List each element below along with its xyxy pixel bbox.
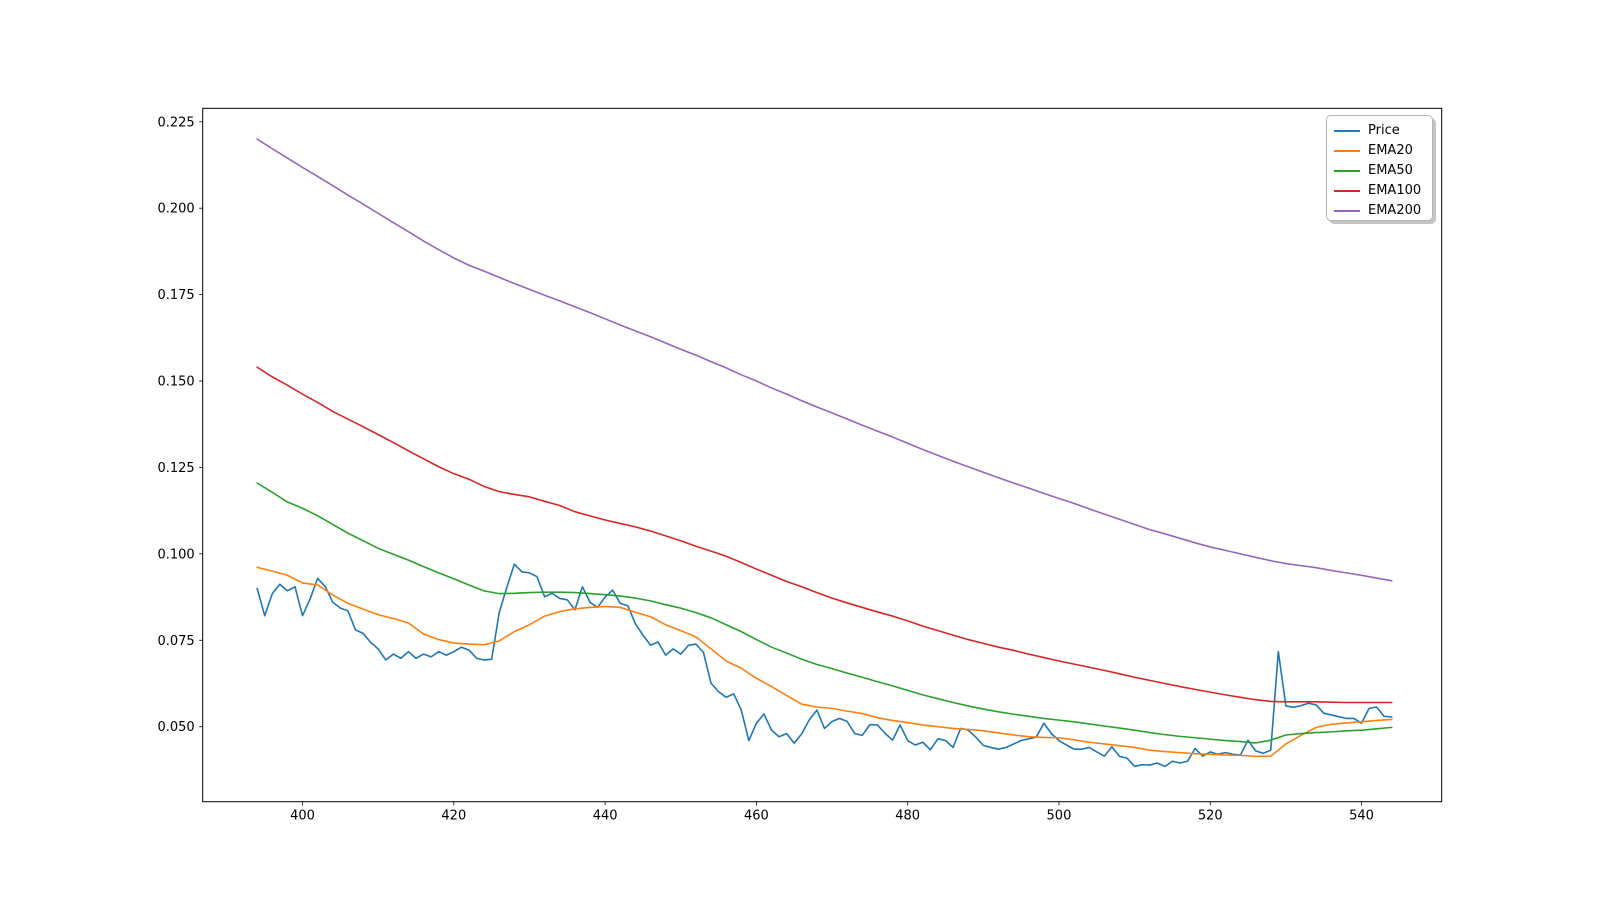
legend-line-swatch (1334, 210, 1360, 212)
legend-line-swatch (1334, 130, 1360, 132)
x-tick-label: 440 (593, 809, 618, 824)
x-tick-label: 480 (895, 809, 920, 824)
y-tick-label: 0.125 (157, 461, 194, 476)
plot-border (202, 107, 1443, 803)
y-tick-label: 0.175 (157, 288, 194, 303)
y-tick-label: 0.200 (157, 202, 194, 217)
legend-item-price: Price (1334, 121, 1423, 141)
legend-item-ema20: EMA20 (1334, 141, 1423, 161)
x-tick-label: 500 (1047, 809, 1072, 824)
legend-item-ema200: EMA200 (1334, 201, 1423, 221)
legend-line-swatch (1334, 170, 1360, 172)
legend-line-swatch (1334, 150, 1360, 152)
series-line-ema200 (256, 138, 1393, 582)
y-tick-label: 0.150 (157, 375, 194, 390)
series-line-ema50 (256, 482, 1393, 744)
chart-legend: Price EMA20 EMA50 EMA100 EMA200 (1326, 115, 1433, 221)
legend-label: EMA50 (1368, 163, 1413, 178)
legend-item-ema100: EMA100 (1334, 181, 1423, 201)
x-tick-label: 420 (441, 809, 466, 824)
legend-label: EMA20 (1368, 143, 1413, 158)
series-line-ema100 (256, 366, 1393, 704)
legend-label: EMA100 (1368, 183, 1422, 198)
y-tick-label: 0.075 (157, 634, 194, 649)
y-tick-label: 0.050 (157, 720, 194, 735)
x-tick-label: 460 (744, 809, 769, 824)
series-line-ema20 (256, 566, 1393, 758)
legend-item-ema50: EMA50 (1334, 161, 1423, 181)
legend-label: Price (1368, 123, 1400, 138)
x-tick-label: 520 (1198, 809, 1223, 824)
x-tick-label: 400 (290, 809, 315, 824)
x-tick-label: 540 (1349, 809, 1374, 824)
series-line-price (256, 563, 1393, 768)
legend-label: EMA200 (1368, 203, 1422, 218)
y-tick-label: 0.225 (157, 115, 194, 130)
legend-line-swatch (1334, 190, 1360, 192)
y-tick-label: 0.100 (157, 547, 194, 562)
